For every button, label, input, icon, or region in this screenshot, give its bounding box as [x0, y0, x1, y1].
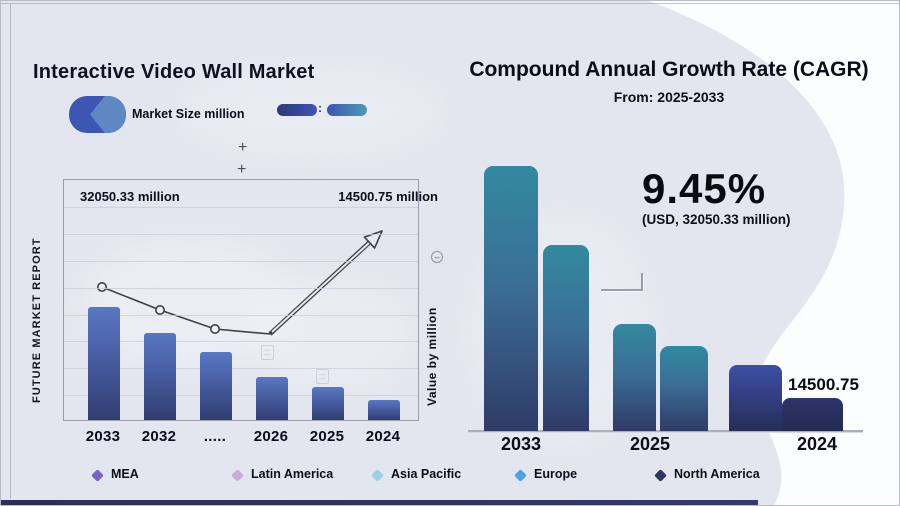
cagr-bar-2025-b — [660, 346, 708, 431]
cagr-detail: (USD, 32050.33 million) — [642, 212, 791, 227]
legend-diamond-icon — [654, 468, 667, 482]
document-icon — [316, 369, 329, 384]
document-icon — [261, 345, 274, 360]
bottom-accent-strip — [1, 500, 758, 505]
cylinder-icon — [69, 96, 126, 133]
x-label-2032: 2032 — [141, 428, 177, 445]
legend-item-europe: Europe — [514, 467, 578, 482]
corner-bracket-icon — [601, 273, 644, 292]
gridline — [64, 368, 418, 369]
legend-label: Europe — [534, 467, 578, 481]
cagr-value: 9.45% — [642, 165, 767, 212]
x-label-dots: ..... — [203, 428, 227, 445]
ratio-pill-left — [277, 104, 317, 116]
ratio-separator: : — [318, 101, 322, 115]
cylinder-face — [90, 96, 126, 133]
cagr-x-label-2024: 2024 — [796, 434, 838, 454]
cagr-bar-2033-a — [484, 166, 538, 431]
frame-line-left — [10, 4, 11, 498]
legend-diamond-icon — [371, 468, 384, 482]
cagr-title: Compound Annual Growth Rate (CAGR) — [469, 58, 869, 81]
plus-decoration: + — [238, 139, 248, 156]
gridline — [64, 207, 418, 208]
page-title: Interactive Video Wall Market — [33, 61, 315, 83]
gridline — [64, 234, 418, 235]
legend-label: Asia Pacific — [391, 467, 462, 481]
clock-icon — [430, 250, 444, 264]
legend-label: North America — [674, 467, 760, 481]
cagr-x-label-2025: 2025 — [629, 434, 671, 454]
legend-item-north-america: North America — [654, 467, 760, 482]
market-size-x-axis: 2033 2032..... 2026 2025 2024 — [63, 428, 419, 448]
legend-item-latin-america: Latin America — [231, 467, 334, 482]
market-size-bar-2025 — [312, 387, 344, 420]
cagr-bar-2024-b — [782, 398, 843, 431]
cagr-bar-2033-b — [543, 245, 589, 431]
x-label-2025: 2025 — [309, 428, 345, 445]
value-axis-label: Value by million — [425, 307, 439, 407]
cagr-axis-line — [468, 430, 863, 432]
bar-value-label-2024: 14500.75 — [788, 375, 859, 394]
market-size-bar-dots — [200, 352, 232, 420]
gridline — [64, 288, 418, 289]
chart-start-value-label: 32050.33 million — [80, 189, 180, 204]
x-label-2024: 2024 — [365, 428, 401, 445]
legend-item-asia-pacific: Asia Pacific — [371, 467, 462, 482]
market-size-legend-label: Market Size million — [132, 107, 245, 121]
cagr-subtitle: From: 2025-2033 — [613, 89, 725, 105]
legend-item-mea: MEA — [91, 467, 139, 482]
x-label-2033: 2033 — [85, 428, 121, 445]
gridline — [64, 261, 418, 262]
legend-diamond-icon — [91, 468, 104, 482]
plus-decoration: + — [237, 161, 247, 178]
legend-label: MEA — [111, 467, 139, 481]
market-size-bar-2024 — [368, 400, 400, 420]
market-size-bar-2033 — [88, 307, 120, 420]
gridline — [64, 341, 418, 342]
watermark-future-market-report: FUTURE MARKET REPORT — [31, 237, 43, 403]
x-label-2026: 2026 — [253, 428, 289, 445]
cagr-bar-2025-a — [613, 324, 656, 431]
legend-diamond-icon — [231, 468, 244, 482]
chart-end-value-label: 14500.75 million — [338, 189, 438, 204]
cagr-bar-2024-a — [729, 365, 782, 431]
market-size-bar-2026 — [256, 377, 288, 420]
gridline — [64, 315, 418, 316]
market-size-chart: 32050.33 million 14500.75 million — [63, 179, 438, 421]
cagr-x-label-2033: 2033 — [500, 434, 542, 454]
ratio-pill-right — [327, 104, 367, 116]
legend-label: Latin America — [251, 467, 334, 481]
legend-diamond-icon — [514, 468, 527, 482]
market-size-bar-2032 — [144, 333, 176, 420]
frame-line-top — [1, 3, 899, 4]
gridline — [64, 395, 418, 396]
